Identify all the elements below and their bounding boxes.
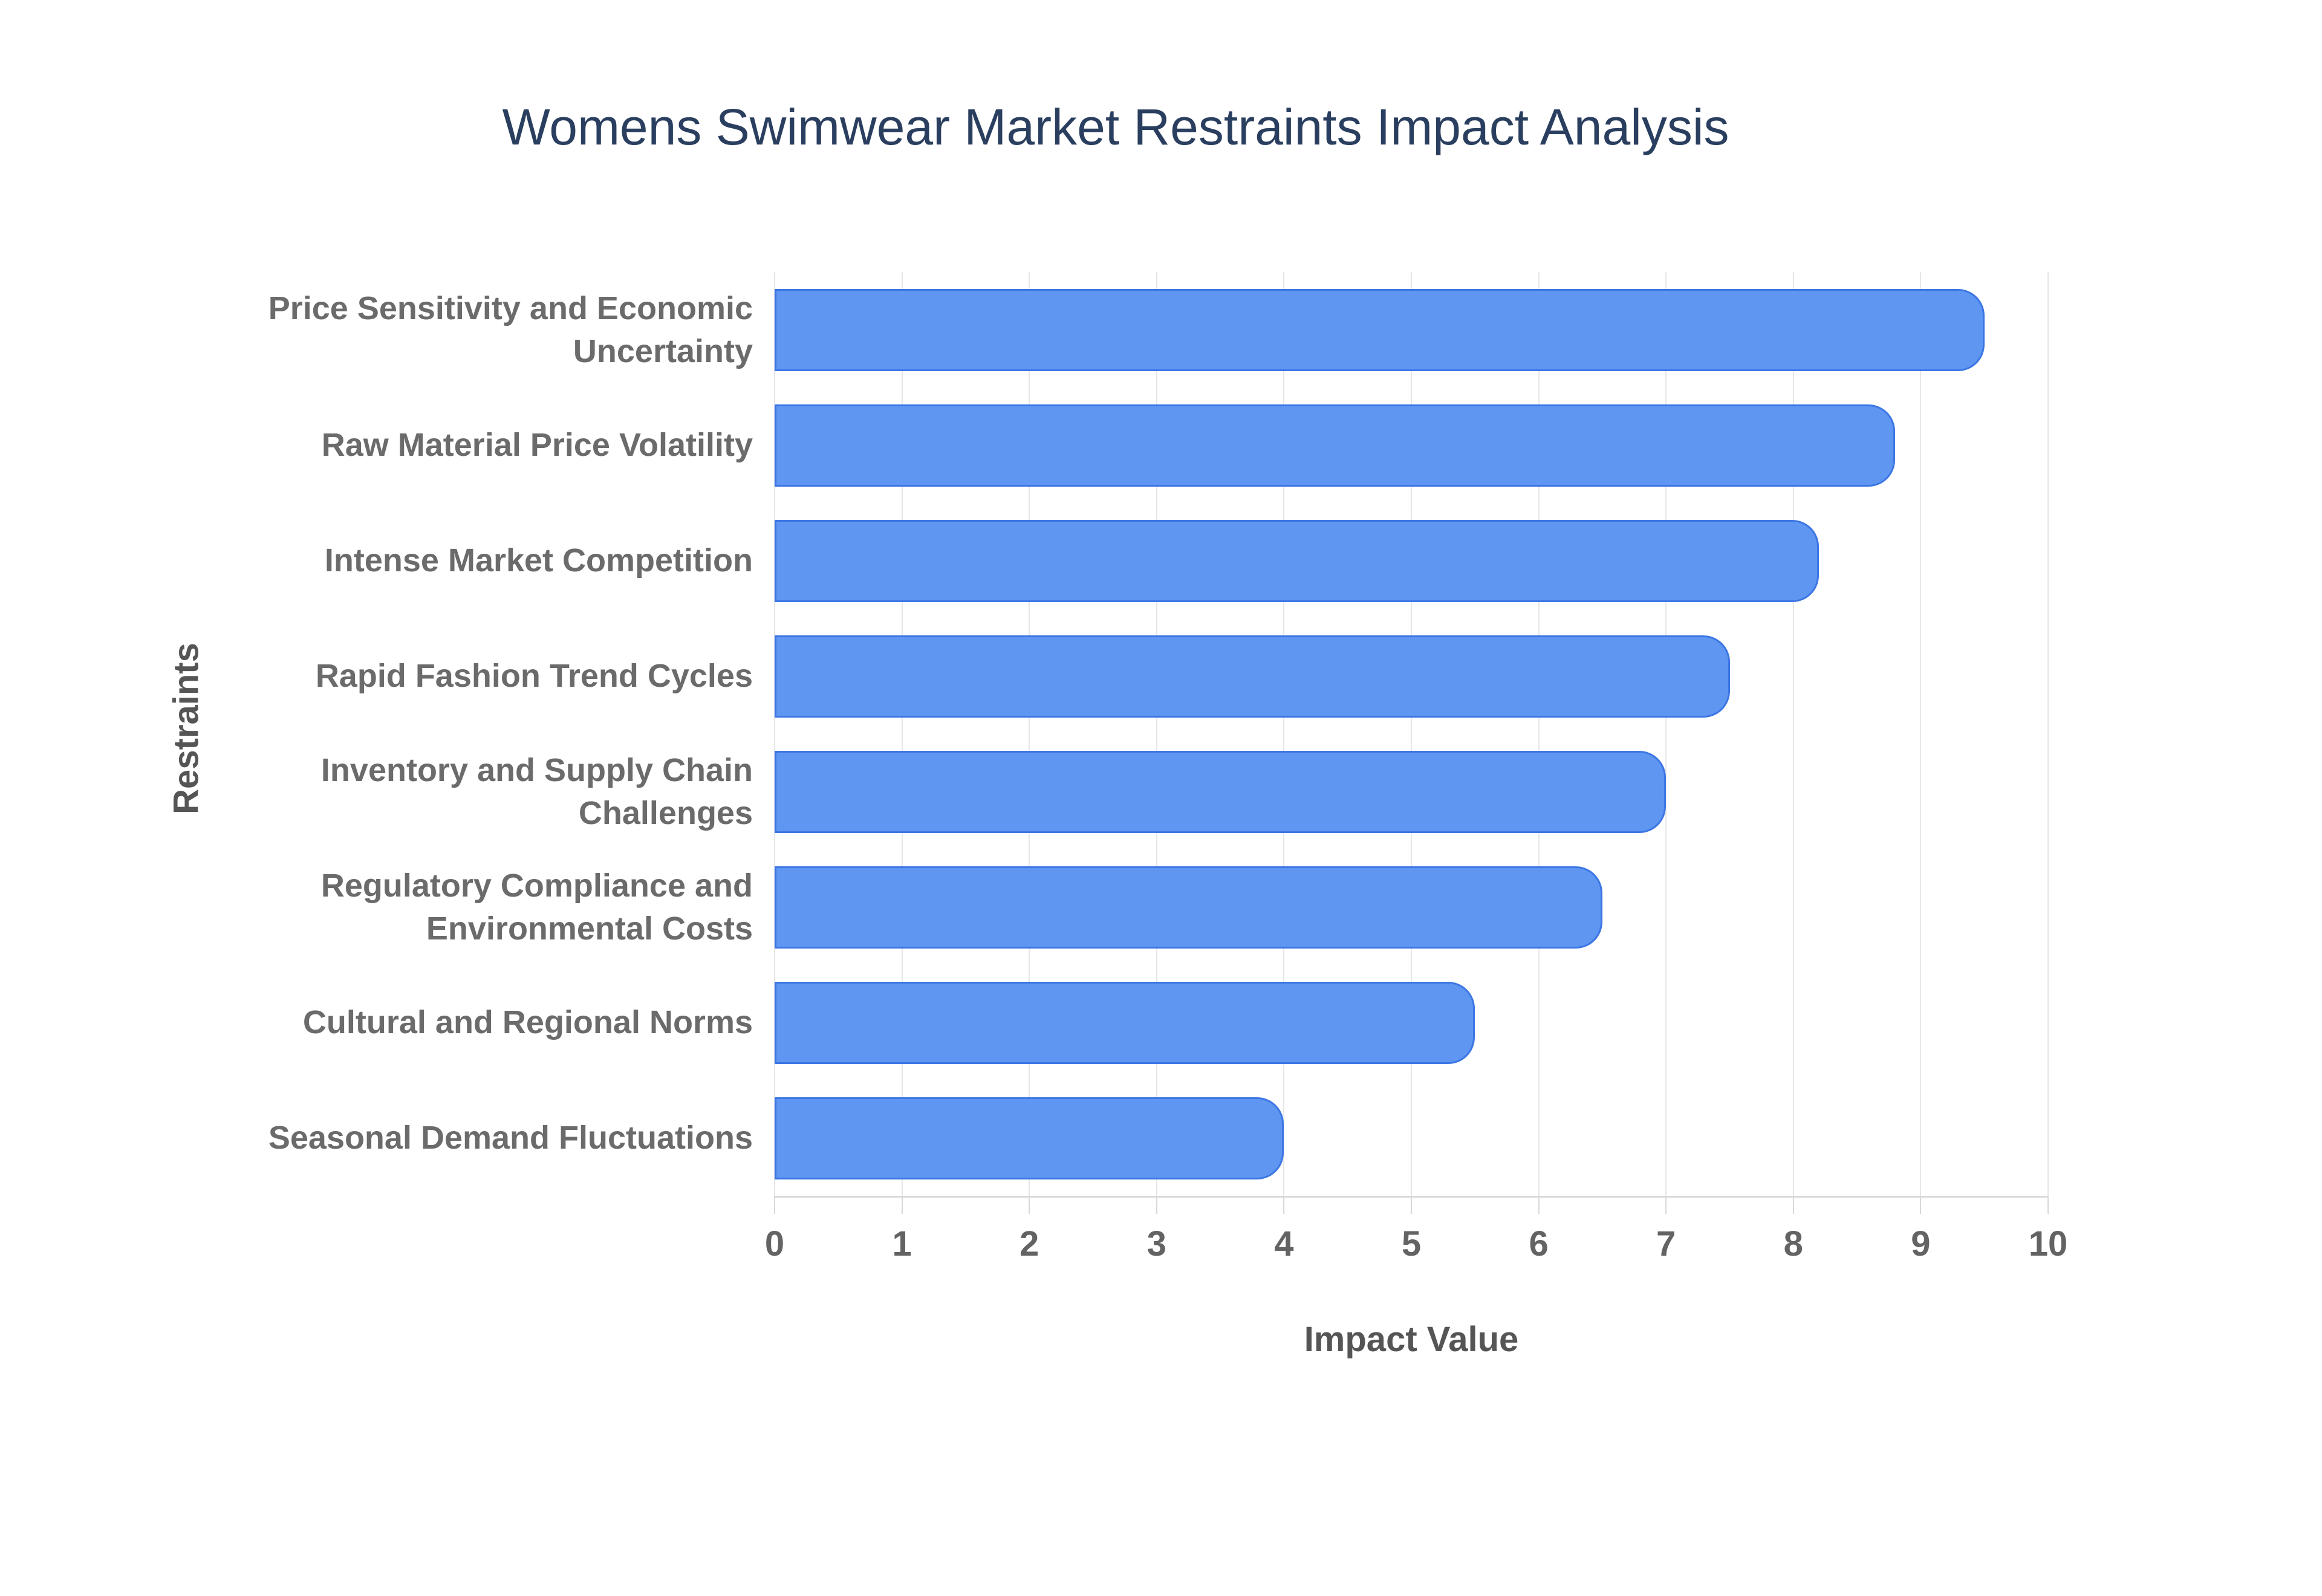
x-tick-label: 8 bbox=[1783, 1224, 1803, 1264]
gridline bbox=[1283, 272, 1285, 1196]
gridline bbox=[774, 272, 775, 1196]
bar-2[interactable] bbox=[775, 404, 1896, 487]
category-label: Raw Material Price Volatility bbox=[321, 427, 753, 464]
category-label: Regulatory Compliance and Environmental … bbox=[320, 868, 753, 947]
category-label-row: Raw Material Price Volatility bbox=[169, 388, 753, 503]
bar-rows bbox=[775, 272, 2048, 1196]
bar-row bbox=[775, 849, 2048, 965]
bar-row bbox=[775, 503, 2048, 618]
bar-7[interactable] bbox=[775, 981, 1475, 1064]
bar-1[interactable] bbox=[775, 288, 1985, 371]
x-tick-labels: 0 1 2 3 4 5 6 7 8 9 10 bbox=[765, 1224, 2067, 1272]
x-tick-label: 3 bbox=[1146, 1224, 1166, 1264]
axis-tick-mark bbox=[1029, 1196, 1030, 1214]
axis-tick-mark bbox=[1538, 1196, 1540, 1214]
bar-row bbox=[775, 1080, 2048, 1196]
x-tick-label: 0 bbox=[764, 1224, 785, 1264]
bar-row bbox=[775, 618, 2048, 734]
x-tick-label: 9 bbox=[1911, 1224, 1931, 1264]
category-label: Price Sensitivity and Economic Uncertain… bbox=[268, 290, 753, 369]
axis-tick-mark bbox=[774, 1196, 775, 1214]
bar-row bbox=[775, 965, 2048, 1080]
axis-tick-mark bbox=[1411, 1196, 1412, 1214]
gridline bbox=[1029, 272, 1030, 1196]
x-tick-label: 10 bbox=[2028, 1224, 2068, 1264]
category-label: Cultural and Regional Norms bbox=[302, 1004, 753, 1041]
category-label: Inventory and Supply Chain Challenges bbox=[320, 752, 753, 831]
axis-tick-mark bbox=[1665, 1196, 1667, 1214]
x-tick-label: 1 bbox=[892, 1224, 912, 1264]
gridline bbox=[2047, 272, 2049, 1196]
category-label-row: Inventory and Supply Chain Challenges bbox=[169, 734, 753, 849]
category-label-row: Intense Market Competition bbox=[169, 503, 753, 618]
axis-tick-mark bbox=[901, 1196, 903, 1214]
bar-6[interactable] bbox=[775, 866, 1602, 949]
axis-tick-mark bbox=[1792, 1196, 1794, 1214]
x-tick-label: 5 bbox=[1401, 1224, 1422, 1264]
gridline bbox=[1792, 272, 1794, 1196]
chart-title: Womens Swimwear Market Restraints Impact… bbox=[502, 99, 1729, 155]
category-axis: Price Sensitivity and Economic Uncertain… bbox=[169, 272, 753, 1196]
category-label: Rapid Fashion Trend Cycles bbox=[315, 658, 753, 695]
bar-5[interactable] bbox=[775, 750, 1667, 833]
axis-tick-mark bbox=[1920, 1196, 1922, 1214]
axis-tick-mark bbox=[1283, 1196, 1285, 1214]
bar-row bbox=[775, 272, 2048, 388]
bar-4[interactable] bbox=[775, 635, 1730, 718]
bar-row bbox=[775, 734, 2048, 849]
x-tick-label: 6 bbox=[1529, 1224, 1549, 1264]
plot-area bbox=[774, 272, 2049, 1214]
gridline bbox=[1156, 272, 1157, 1196]
gridline bbox=[1538, 272, 1540, 1196]
bar-8[interactable] bbox=[775, 1097, 1284, 1179]
category-label-row: Seasonal Demand Fluctuations bbox=[169, 1080, 753, 1196]
category-label-row: Cultural and Regional Norms bbox=[169, 965, 753, 1080]
x-axis-title: Impact Value bbox=[1304, 1320, 1519, 1359]
category-label: Seasonal Demand Fluctuations bbox=[268, 1120, 753, 1156]
axis-tick-mark bbox=[2047, 1196, 2049, 1214]
x-tick-label: 2 bbox=[1020, 1224, 1039, 1264]
bar-3[interactable] bbox=[775, 519, 1819, 602]
category-label-row: Rapid Fashion Trend Cycles bbox=[169, 618, 753, 734]
gridline bbox=[1411, 272, 1412, 1196]
x-tick-label: 7 bbox=[1656, 1224, 1676, 1264]
category-label-row: Price Sensitivity and Economic Uncertain… bbox=[169, 272, 753, 388]
gridline bbox=[1920, 272, 1922, 1196]
x-tick-label: 4 bbox=[1274, 1224, 1294, 1264]
category-label-row: Regulatory Compliance and Environmental … bbox=[169, 849, 753, 965]
gridline bbox=[901, 272, 903, 1196]
bar-row bbox=[775, 388, 2048, 503]
axis-tick-mark bbox=[1156, 1196, 1157, 1214]
category-label: Intense Market Competition bbox=[324, 542, 753, 579]
gridline bbox=[1665, 272, 1667, 1196]
